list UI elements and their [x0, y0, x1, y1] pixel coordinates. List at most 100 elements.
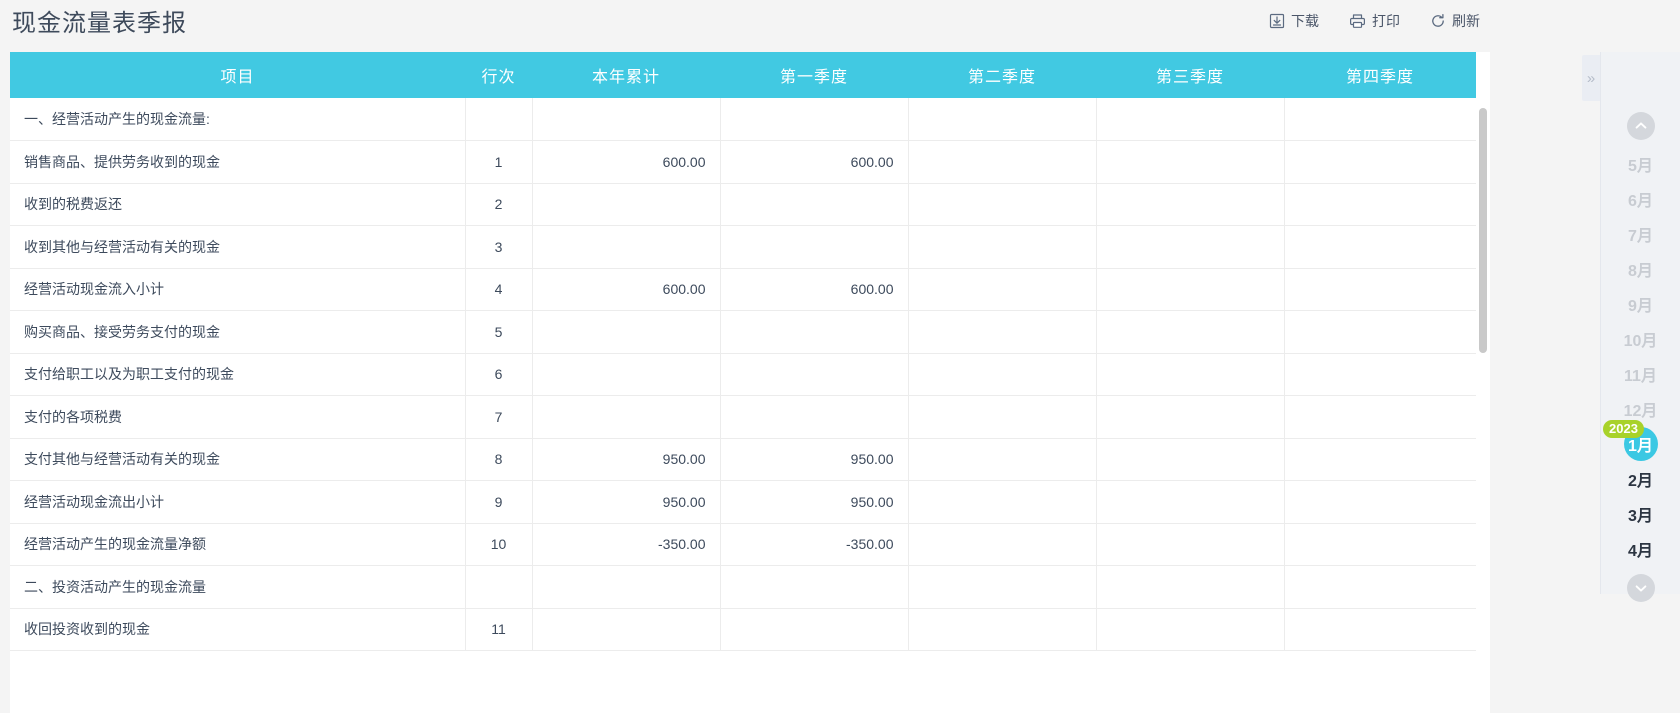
table-row[interactable]: 购买商品、接受劳务支付的现金 5: [10, 310, 1476, 354]
cell-q4: [1284, 480, 1476, 524]
table-row[interactable]: 支付的各项税费 7: [10, 395, 1476, 439]
col-header-q1[interactable]: 第一季度: [720, 52, 908, 98]
month-item-2月[interactable]: 2月: [1601, 461, 1680, 496]
cell-line: 10: [465, 523, 533, 566]
cell-item: 收回投资收到的现金: [10, 608, 466, 651]
month-label: 9月: [1628, 297, 1653, 315]
table-row[interactable]: 二、投资活动产生的现金流量: [10, 565, 1476, 609]
cell-q1: -350.00: [720, 523, 909, 566]
table-row[interactable]: 收到的税费返还 2: [10, 183, 1476, 226]
cell-q4: [1284, 353, 1476, 396]
cell-q1: [720, 310, 909, 354]
month-item-11月[interactable]: 11月: [1601, 356, 1680, 391]
cell-q2: [908, 310, 1097, 354]
month-item-8月[interactable]: 8月: [1601, 251, 1680, 286]
cell-item: 经营活动产生的现金流量净额: [10, 523, 466, 566]
month-label: 11月: [1624, 367, 1657, 385]
table-row[interactable]: 经营活动现金流入小计 4 600.00 600.00: [10, 268, 1476, 311]
cell-ytd: [532, 395, 721, 439]
chevron-down-icon[interactable]: [1626, 574, 1655, 602]
cell-q1: [720, 98, 909, 141]
month-label: 6月: [1628, 192, 1653, 210]
cell-q2: [908, 608, 1097, 651]
cell-q2: [908, 353, 1097, 396]
cell-q3: [1096, 183, 1285, 226]
table-row[interactable]: 经营活动现金流出小计 9 950.00 950.00: [10, 480, 1476, 524]
month-item-9月[interactable]: 9月: [1601, 286, 1680, 321]
table-row[interactable]: 经营活动产生的现金流量净额 10 -350.00 -350.00: [10, 523, 1476, 566]
month-label: 5月: [1628, 157, 1653, 175]
month-item-12月[interactable]: 12月: [1601, 391, 1680, 426]
cash-flow-table: 项目 行次 本年累计 第一季度 第二季度 第三季度 第四季度 一、经营活动产生的…: [10, 52, 1476, 651]
cell-line: [465, 565, 533, 609]
col-header-q4[interactable]: 第四季度: [1284, 52, 1476, 98]
download-icon: [1269, 13, 1285, 29]
cell-line: 8: [465, 438, 533, 481]
cell-q2: [908, 183, 1097, 226]
cell-item: 二、投资活动产生的现金流量: [10, 565, 466, 609]
month-item-10月[interactable]: 10月: [1601, 321, 1680, 356]
cell-q1: [720, 395, 909, 439]
col-header-item[interactable]: 项目: [10, 52, 465, 98]
cell-line: 5: [465, 310, 533, 354]
cell-q2: [908, 268, 1097, 311]
table-row[interactable]: 收到其他与经营活动有关的现金 3: [10, 225, 1476, 269]
cell-q3: [1096, 438, 1285, 481]
cell-line: 9: [465, 480, 533, 524]
cell-ytd: 600.00: [532, 140, 721, 184]
month-label: 8月: [1628, 262, 1653, 280]
table-scrollbar-track[interactable]: [1479, 106, 1487, 711]
cell-ytd: 600.00: [532, 268, 721, 311]
cell-q3: [1096, 480, 1285, 524]
collapse-panel-button[interactable]: »: [1582, 55, 1600, 101]
table-row[interactable]: 收回投资收到的现金 11: [10, 608, 1476, 651]
cell-q4: [1284, 523, 1476, 566]
month-item-4月[interactable]: 4月: [1601, 531, 1680, 566]
col-header-ytd[interactable]: 本年累计: [532, 52, 720, 98]
print-button[interactable]: 打印: [1349, 12, 1400, 30]
cell-item: 销售商品、提供劳务收到的现金: [10, 140, 466, 184]
table-row[interactable]: 支付给职工以及为职工支付的现金 6: [10, 353, 1476, 396]
cell-ytd: [532, 225, 721, 269]
cell-q4: [1284, 268, 1476, 311]
month-label: 2月: [1628, 472, 1653, 490]
cell-q4: [1284, 225, 1476, 269]
refresh-button[interactable]: 刷新: [1430, 12, 1480, 30]
month-label: 7月: [1628, 227, 1653, 245]
month-item-7月[interactable]: 7月: [1601, 216, 1680, 251]
col-header-line[interactable]: 行次: [465, 52, 532, 98]
month-label: 10月: [1623, 332, 1658, 350]
month-label: 3月: [1628, 507, 1653, 525]
cell-ytd: [532, 565, 721, 609]
cell-ytd: [532, 98, 721, 141]
cell-q2: [908, 480, 1097, 524]
cell-q2: [908, 438, 1097, 481]
cell-q2: [908, 225, 1097, 269]
month-item-6月[interactable]: 6月: [1601, 181, 1680, 216]
month-selector-panel: 5月 6月 7月 8月 9月 10月 11月 12月 2023 1月 2月 3月 4月: [1600, 52, 1680, 602]
month-item-5月[interactable]: 5月: [1601, 146, 1680, 181]
table-head: 项目 行次 本年累计 第一季度 第二季度 第三季度 第四季度: [10, 52, 1476, 98]
header-toolbar: 下载 打印 刷新: [1269, 12, 1480, 30]
cell-q2: [908, 395, 1097, 439]
cell-q3: [1096, 395, 1285, 439]
table-row[interactable]: 销售商品、提供劳务收到的现金 1 600.00 600.00: [10, 140, 1476, 184]
chevron-up-icon[interactable]: [1626, 112, 1655, 140]
cell-q3: [1096, 608, 1285, 651]
table-row[interactable]: 一、经营活动产生的现金流量:: [10, 98, 1476, 141]
cell-q4: [1284, 183, 1476, 226]
download-button[interactable]: 下载: [1269, 12, 1319, 30]
cell-q1: [720, 565, 909, 609]
cell-item: 收到其他与经营活动有关的现金: [10, 225, 466, 269]
cell-item: 支付给职工以及为职工支付的现金: [10, 353, 466, 396]
col-header-q3[interactable]: 第三季度: [1096, 52, 1284, 98]
report-table-container: 项目 行次 本年累计 第一季度 第二季度 第三季度 第四季度 一、经营活动产生的…: [10, 52, 1490, 713]
printer-icon: [1349, 13, 1366, 29]
col-header-q2[interactable]: 第二季度: [908, 52, 1096, 98]
month-item-3月[interactable]: 3月: [1601, 496, 1680, 531]
table-scrollbar-thumb[interactable]: [1479, 108, 1487, 353]
table-row[interactable]: 支付其他与经营活动有关的现金 8 950.00 950.00: [10, 438, 1476, 481]
cell-q1: [720, 353, 909, 396]
month-item-1月[interactable]: 2023 1月: [1601, 420, 1680, 461]
